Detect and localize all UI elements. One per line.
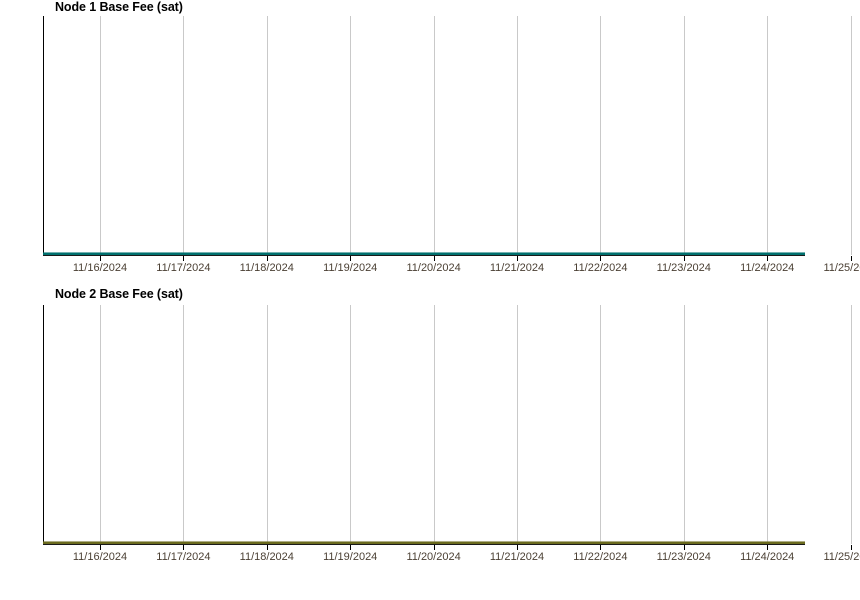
chart-panel-node1: Node 1 Base Fee (sat) 11/16/2024 11/17/20… [0,0,860,285]
x-axis-tick [433,545,435,550]
plot-area-node2 [43,305,852,550]
x-axis-tick [183,256,185,261]
x-axis-tick [683,256,685,261]
x-axis-tick [683,545,685,550]
x-axis-label: 11/18/2024 [239,551,294,563]
chart-title-node1: Node 1 Base Fee (sat) [55,0,183,14]
gridline [767,16,769,255]
gridline [683,305,685,544]
gridline [850,305,852,544]
x-axis-tick [433,256,435,261]
gridline [850,16,852,255]
gridline [350,16,352,255]
x-ticks-node2 [43,545,852,550]
gridline [350,305,352,544]
x-axis-line-node2 [43,544,805,545]
gridline [517,305,518,544]
x-axis-tick [767,256,769,261]
x-axis-label: 11/20/2024 [406,262,461,274]
gridline [683,16,685,255]
x-axis-label: 11/23/2024 [656,551,711,563]
gridlines-node1 [43,16,852,255]
x-axis-tick [266,545,268,550]
x-axis-label: 11/22/2024 [573,551,628,563]
x-axis-label: 11/16/2024 [72,262,128,274]
x-axis-label: 11/21/2024 [489,551,545,563]
gridline [266,16,268,255]
gridline [767,305,769,544]
gridline [183,16,185,255]
x-axis-label: 11/22/2024 [573,262,628,274]
gridline [100,16,101,255]
gridline [517,16,518,255]
gridline [600,305,602,544]
x-axis-label: 11/16/2024 [72,551,128,563]
gridline [433,305,435,544]
x-axis-tick [517,545,518,550]
x-axis-tick [183,545,185,550]
x-axis-label: 11/19/2024 [323,551,378,563]
x-axis-tick [100,256,101,261]
x-axis-label: 11/24/2024 [740,551,795,563]
x-axis-label: 11/21/2024 [489,262,545,274]
gridline [266,305,268,544]
x-axis-tick [350,256,352,261]
x-axis-label: 11/20/2024 [406,551,461,563]
series-halo-node2 [43,541,805,542]
x-axis-tick [850,256,852,261]
gridline [433,16,435,255]
chart-title-node2: Node 2 Base Fee (sat) [55,287,183,301]
series-halo-node1 [43,252,805,253]
x-axis-tick [600,545,602,550]
y-axis-node1 [43,16,44,255]
plot-area-node1 [43,16,852,261]
x-axis-tick [517,256,518,261]
x-axis-label: 11/17/2024 [156,551,211,563]
x-axis-label: 11/24/2024 [740,262,795,274]
x-axis-tick [266,256,268,261]
x-axis-tick [767,545,769,550]
x-axis-tick [850,545,852,550]
x-axis-label: 11/17/2024 [156,262,211,274]
gridlines-node2 [43,305,852,544]
x-axis-label: 11/19/2024 [323,262,378,274]
chart-panel-node2: Node 2 Base Fee (sat) [0,287,860,577]
x-axis-tick [350,545,352,550]
series-line-node2 [43,542,805,544]
x-axis-label: 11/23/2024 [656,262,711,274]
x-axis-labels-node1: 11/16/2024 11/17/2024 11/18/2024 11/19/2024… [43,262,860,278]
x-axis-label: 11/18/2024 [239,262,294,274]
x-ticks-node1 [43,256,852,261]
gridline [100,305,101,544]
gridline [183,305,185,544]
x-axis-label: 11/25/2024 [823,551,860,563]
x-axis-tick [100,545,101,550]
x-axis-labels-node2: 11/16/2024 11/17/2024 11/18/2024 11/19/2024… [43,551,860,567]
gridline [600,16,602,255]
x-axis-line-node1 [43,255,805,256]
series-line-node1 [43,253,805,255]
x-axis-label: 11/25/2024 [823,262,860,274]
y-axis-node2 [43,305,44,544]
x-axis-tick [600,256,602,261]
